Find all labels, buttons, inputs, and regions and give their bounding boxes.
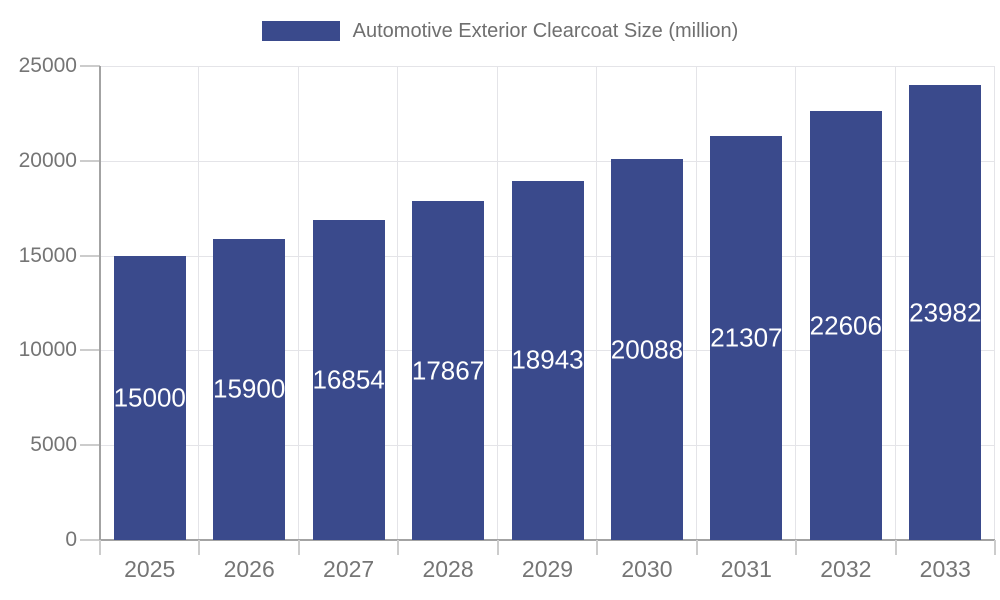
bar-value-label: 22606 (809, 310, 882, 341)
x-axis-labels: 2025 2026 2027 2028 2029 2030 2031 2032 2033 (100, 556, 995, 588)
y-axis-tick-label: 10000 (18, 338, 77, 362)
x-tick-mark (795, 540, 798, 555)
bar-value-label: 18943 (511, 344, 584, 375)
y-axis-tick-label: 20000 (18, 148, 77, 172)
x-axis-ticks (99, 540, 996, 556)
bar-2031: 21307 (710, 136, 783, 540)
vertical-gridline (795, 66, 797, 540)
x-axis-tick-label: 2026 (223, 556, 275, 582)
y-tick-mark (80, 444, 100, 447)
x-axis-tick-label: 2031 (720, 556, 772, 582)
vertical-gridline (198, 66, 200, 540)
x-axis-tick-label: 2025 (124, 556, 176, 582)
bar-2027: 16854 (312, 220, 385, 540)
x-tick-mark (99, 540, 101, 555)
x-axis-tick-label: 2032 (820, 556, 872, 582)
y-tick-mark (80, 159, 100, 162)
legend[interactable]: Automotive Exterior Clearcoat Size (mill… (0, 17, 1000, 45)
plot-area: 15000 15900 16854 17867 18943 20088 21307 22606… (99, 66, 995, 541)
y-axis-tick-label: 25000 (18, 54, 77, 77)
x-tick-mark (198, 540, 201, 555)
y-axis-tick-label: 0 (65, 528, 77, 551)
y-axis-ticks (80, 65, 100, 541)
x-axis-tick-label: 2030 (621, 556, 673, 582)
y-tick-mark (80, 254, 100, 257)
y-axis-line (99, 66, 101, 540)
x-tick-mark (496, 540, 499, 555)
x-tick-mark (695, 540, 698, 555)
bar-value-label: 15000 (113, 382, 186, 413)
x-tick-mark (894, 540, 897, 555)
bar-2030: 20088 (611, 159, 683, 540)
vertical-gridline (596, 66, 598, 540)
bar-value-label: 17867 (411, 355, 485, 386)
y-tick-mark (80, 65, 100, 67)
y-axis-labels: 0 5000 10000 15000 20000 25000 (0, 54, 77, 551)
x-tick-mark (397, 540, 400, 555)
vertical-gridline (695, 66, 697, 540)
bar-value-label: 23982 (909, 297, 982, 328)
x-tick-mark (297, 540, 300, 555)
bar-2032: 22606 (810, 111, 882, 540)
y-axis-tick-label: 15000 (18, 243, 77, 267)
x-axis-line (99, 539, 995, 541)
vertical-gridline (894, 66, 896, 540)
y-tick-mark (80, 349, 100, 352)
legend-label: Automotive Exterior Clearcoat Size (mill… (352, 19, 739, 42)
bar-2029: 18943 (511, 180, 584, 540)
x-axis-tick-label: 2033 (919, 556, 971, 582)
horizontal-gridline (100, 66, 995, 67)
vertical-gridline (297, 66, 299, 540)
x-tick-mark (596, 540, 599, 555)
bar-value-label: 21307 (710, 322, 783, 353)
x-axis-tick-label: 2027 (323, 556, 375, 582)
bar-value-label: 15900 (213, 373, 286, 404)
vertical-gridline (397, 66, 399, 540)
y-axis-tick-label: 5000 (30, 433, 77, 457)
bar-2026: 15900 (213, 238, 286, 540)
horizontal-gridline (100, 160, 995, 162)
bar-2025: 15000 (113, 255, 186, 540)
bar-2033: 23982 (909, 85, 981, 540)
x-tick-mark (994, 540, 996, 555)
bar-value-label: 20088 (610, 334, 684, 365)
x-axis-tick-label: 2028 (422, 556, 474, 582)
bar-2028: 17867 (412, 201, 484, 540)
x-axis-tick-label: 2029 (521, 556, 574, 582)
vertical-gridline (496, 66, 498, 540)
vertical-gridline (994, 66, 995, 540)
bar-value-label: 16854 (312, 364, 385, 395)
legend-swatch (261, 21, 340, 41)
y-tick-mark (80, 539, 100, 541)
